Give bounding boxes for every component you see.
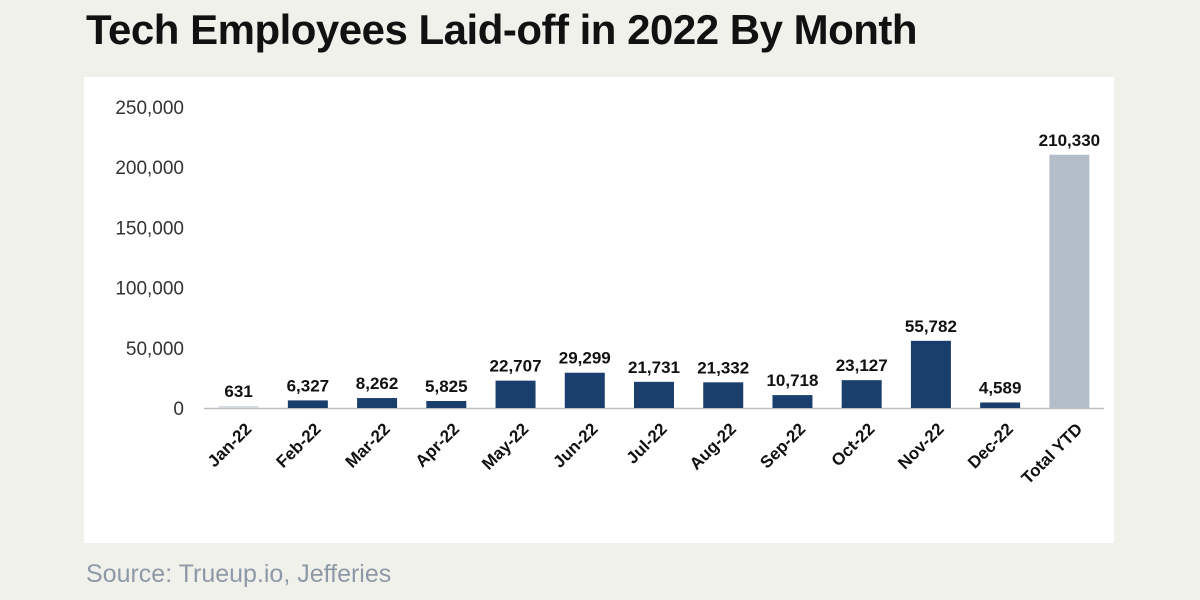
x-tick-label: Mar-22 xyxy=(342,419,394,471)
y-axis: 0 50,000 100,000 150,000 200,000 250,000 xyxy=(115,98,184,420)
value-label: 210,330 xyxy=(1039,131,1100,150)
y-tick-label: 0 xyxy=(173,399,184,420)
value-label: 21,731 xyxy=(628,358,680,377)
bar-jul-22 xyxy=(634,381,674,408)
bar-total-ytd xyxy=(1049,154,1090,408)
value-label: 22,707 xyxy=(490,357,542,376)
y-tick-label: 100,000 xyxy=(115,279,184,300)
bar-dec-22 xyxy=(980,402,1021,408)
x-tick-label: Dec-22 xyxy=(964,419,1017,472)
value-label: 23,127 xyxy=(836,356,888,375)
x-tick-label: May-22 xyxy=(478,419,532,473)
value-label: 6,327 xyxy=(287,376,330,395)
value-label: 4,589 xyxy=(979,378,1022,397)
value-label: 29,299 xyxy=(559,349,611,368)
bar-jun-22 xyxy=(564,372,605,408)
x-tick-label: Sep-22 xyxy=(756,419,809,472)
y-tick-label: 150,000 xyxy=(115,218,184,239)
x-tick-label: Apr-22 xyxy=(412,419,464,471)
x-axis-labels-group: Jan-22 Feb-22 Mar-22 Apr-22 May-22 Jun-22 Jul-… xyxy=(204,419,1086,487)
x-tick-label: Feb-22 xyxy=(272,419,324,471)
x-tick-label: Total YTD xyxy=(1018,419,1086,487)
value-label: 21,332 xyxy=(697,358,749,377)
value-label: 10,718 xyxy=(766,371,818,390)
chart-title: Tech Employees Laid-off in 2022 By Month xyxy=(86,6,918,53)
x-tick-label: Aug-22 xyxy=(686,419,740,473)
value-label: 55,782 xyxy=(905,317,957,336)
x-tick-label: Nov-22 xyxy=(894,419,948,473)
source-note: Source: Trueup.io, Jefferies xyxy=(86,560,392,588)
x-tick-label: Jan-22 xyxy=(204,419,256,471)
bar-oct-22 xyxy=(841,380,882,408)
bar-may-22 xyxy=(495,380,536,408)
bar-sep-22 xyxy=(772,395,813,408)
x-tick-label: Jul-22 xyxy=(623,419,671,467)
bar-mar-22 xyxy=(357,398,398,408)
value-label: 631 xyxy=(224,382,252,401)
bar-nov-22 xyxy=(910,340,951,408)
x-tick-label: Oct-22 xyxy=(828,419,879,470)
bar-aug-22 xyxy=(703,382,744,408)
value-label: 5,825 xyxy=(425,377,468,396)
bar-apr-22 xyxy=(426,400,467,408)
y-tick-label: 200,000 xyxy=(115,158,184,179)
x-tick-label: Jun-22 xyxy=(549,419,601,471)
chart-panel: 0 50,000 100,000 150,000 200,000 250,000 631 6… xyxy=(84,77,1114,543)
value-labels-group: 631 6,327 8,262 5,825 22,707 29,299 21,731 21,3… xyxy=(224,131,1100,401)
y-tick-label: 50,000 xyxy=(126,339,184,360)
bar-feb-22 xyxy=(287,400,328,408)
value-label: 8,262 xyxy=(356,374,399,393)
bars-group xyxy=(218,154,1090,408)
y-tick-label: 250,000 xyxy=(115,98,184,119)
bar-jan-22 xyxy=(218,406,259,408)
